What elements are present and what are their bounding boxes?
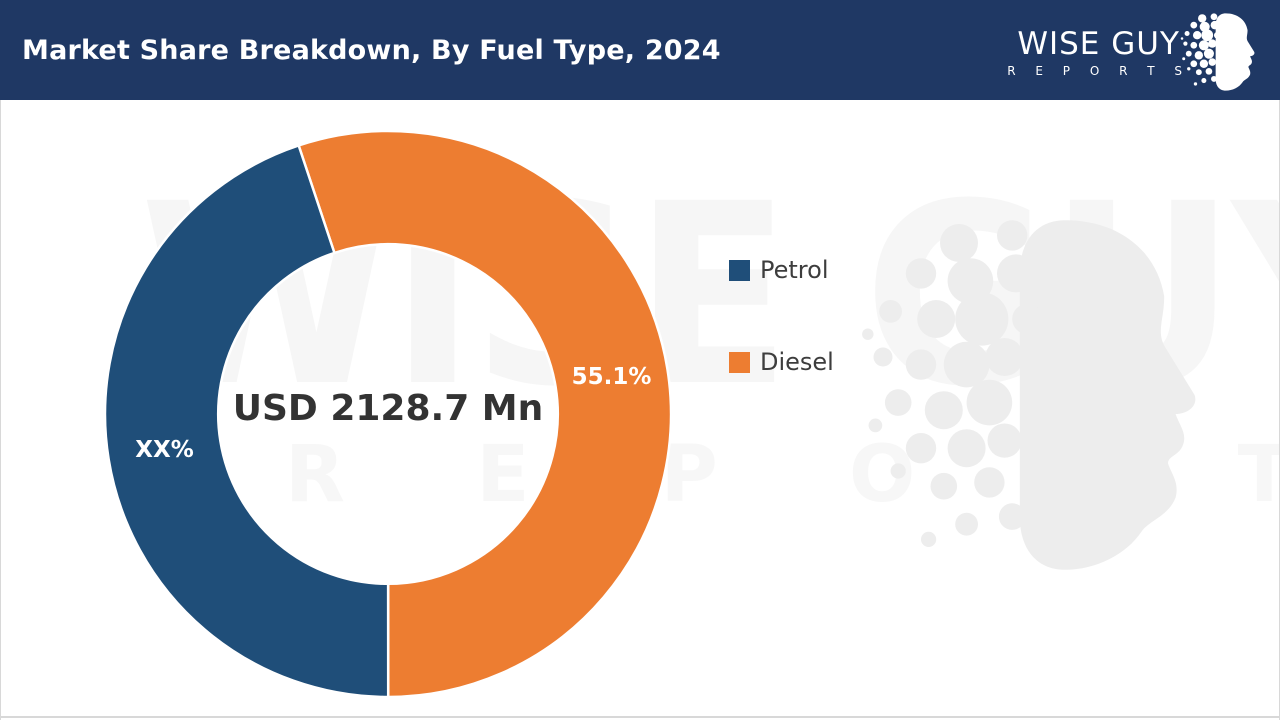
frame-border-left: [0, 100, 1, 720]
page-title: Market Share Breakdown, By Fuel Type, 20…: [22, 34, 721, 66]
watermark-face-silhouette: [1019, 220, 1196, 570]
petrol-swatch: [729, 259, 750, 281]
diesel-segment: [297, 129, 673, 699]
header: Market Share Breakdown, By Fuel Type, 20…: [0, 0, 1280, 100]
brand-logo: WISE GUY R E P O R T S: [1007, 10, 1262, 94]
legend: Petrol Diesel: [729, 256, 834, 440]
petrol-segment: [103, 143, 390, 699]
watermark-face-logo: [862, 220, 1196, 570]
petrol-percent-label: XX%: [135, 437, 194, 463]
legend-item-diesel: Diesel: [729, 348, 834, 376]
brand-name: WISE GUY: [1017, 26, 1180, 62]
brand-face-icon: [1180, 13, 1255, 91]
legend-label-diesel: Diesel: [760, 348, 834, 376]
brand-logo-text: WISE GUY R E P O R T S: [1007, 26, 1190, 78]
diesel-swatch: [729, 351, 750, 373]
brand-subname: R E P O R T S: [1007, 64, 1190, 78]
legend-label-petrol: Petrol: [760, 256, 829, 284]
legend-item-petrol: Petrol: [729, 256, 834, 284]
diesel-percent-label: 55.1%: [572, 364, 652, 390]
donut-chart: 55.1% XX%: [103, 129, 673, 699]
donut-center-value: USD 2128.7 Mn: [232, 388, 544, 429]
frame-border-bottom: [0, 716, 1280, 718]
